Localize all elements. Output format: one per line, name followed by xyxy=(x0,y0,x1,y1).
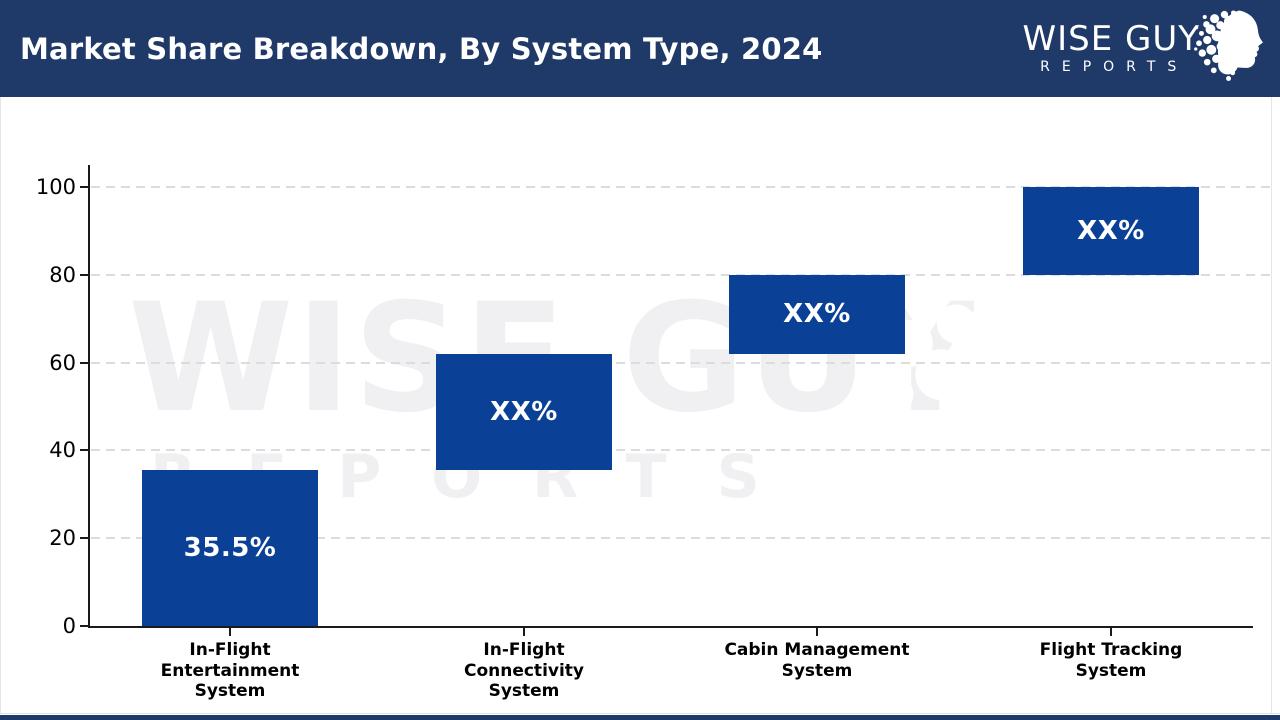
y-tick-mark xyxy=(80,449,88,452)
category-label-line: Connectivity xyxy=(463,660,585,681)
category-label-line: Cabin Management xyxy=(724,640,910,660)
header-bar: Market Share Breakdown, By System Type, … xyxy=(0,0,1280,97)
y-gridline xyxy=(91,537,1272,540)
bar-segment: XX% xyxy=(436,353,612,471)
bar-value-label: 35.5% xyxy=(183,533,277,564)
y-tick-label: 0 xyxy=(62,614,76,638)
category-label-line: In-Flight xyxy=(189,640,271,660)
y-gridline xyxy=(91,361,1272,364)
left-border xyxy=(0,97,1,714)
bar-value-label: XX% xyxy=(783,299,851,330)
logo-wordmark: WISE GUY xyxy=(1022,19,1200,59)
category-label: Cabin Management System xyxy=(692,640,942,681)
y-tick-mark xyxy=(80,361,88,364)
x-tick-mark xyxy=(523,628,525,636)
bar-segment: 35.5% xyxy=(142,470,318,626)
y-tick-label: 80 xyxy=(49,262,76,287)
y-gridline xyxy=(91,273,1272,276)
category-label: In-Flight Entertainment System xyxy=(105,640,355,702)
category-label-line: System xyxy=(1075,660,1147,681)
bar-segment: XX% xyxy=(1023,187,1199,275)
x-axis-line xyxy=(88,626,1253,628)
chart-title: Market Share Breakdown, By System Type, … xyxy=(20,31,823,66)
bar-segment: XX% xyxy=(729,274,905,354)
y-tick-mark xyxy=(80,273,88,276)
category-label-line: System xyxy=(488,681,560,701)
y-tick-label: 60 xyxy=(49,350,76,375)
logo-subtitle: REPORTS xyxy=(1040,59,1189,75)
category-label: Flight Tracking System xyxy=(986,640,1236,681)
y-gridline xyxy=(91,186,1272,188)
category-label-line: System xyxy=(781,660,853,681)
y-axis-line xyxy=(88,165,90,628)
footer-divider xyxy=(0,713,1280,714)
bar-value-label: XX% xyxy=(1077,215,1145,246)
category-label-line: Entertainment xyxy=(160,660,300,681)
y-tick-mark xyxy=(80,186,88,188)
category-label-line: System xyxy=(194,681,266,701)
logo-text: WISE GUY REPORTS xyxy=(1022,20,1200,75)
x-tick-mark xyxy=(1110,628,1112,636)
y-tick-label: 100 xyxy=(35,175,76,199)
y-tick-label: 20 xyxy=(49,526,76,551)
head-profile-icon xyxy=(1194,10,1263,81)
y-tick-label: 40 xyxy=(49,438,76,463)
bar-value-label: XX% xyxy=(490,396,558,427)
x-tick-mark xyxy=(816,628,818,636)
category-label-line: Flight Tracking xyxy=(1039,640,1183,660)
y-tick-mark xyxy=(80,625,88,627)
footer-bar xyxy=(0,715,1280,720)
x-tick-mark xyxy=(229,628,231,636)
y-gridline xyxy=(91,449,1272,452)
category-label: In-Flight Connectivity System xyxy=(399,640,649,702)
category-label-line: In-Flight xyxy=(483,640,565,660)
wise-guy-logo: WISE GUY REPORTS xyxy=(1000,4,1272,94)
right-border xyxy=(1271,97,1272,714)
y-tick-mark xyxy=(80,537,88,540)
